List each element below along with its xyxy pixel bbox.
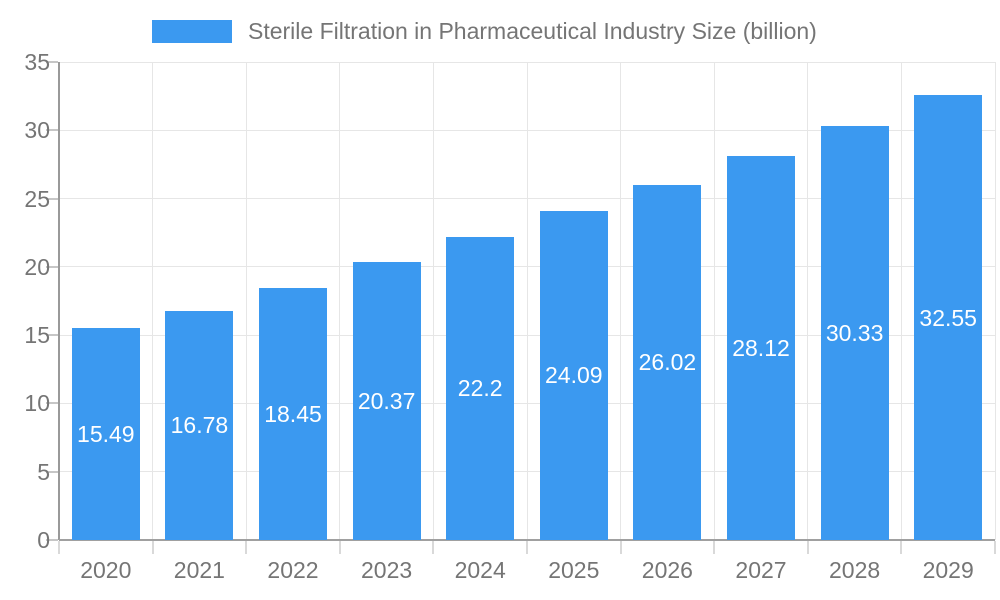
- y-axis-tick: [46, 334, 58, 337]
- x-axis-tick: [151, 541, 154, 554]
- bar-value-label: 26.02: [638, 349, 697, 376]
- x-axis-tick: [806, 541, 809, 554]
- y-axis-tick: [46, 61, 58, 63]
- x-gridline: [807, 62, 809, 540]
- x-axis-tick: [526, 541, 528, 554]
- y-tick-label: 30: [24, 117, 50, 144]
- x-gridline: [152, 62, 154, 540]
- bar-value-label: 16.78: [170, 412, 229, 439]
- x-gridline: [713, 62, 715, 540]
- y-axis-tick: [46, 197, 58, 200]
- x-gridline: [526, 62, 528, 540]
- bar-value-label: 32.55: [919, 304, 977, 331]
- x-tick-label: 2023: [361, 557, 413, 583]
- x-tick-label: 2029: [922, 557, 974, 583]
- bar: [539, 211, 608, 540]
- bar-value-label: 24.09: [545, 362, 603, 389]
- bar: [633, 184, 702, 540]
- y-axis-tick: [46, 402, 58, 405]
- y-axis-tick: [46, 265, 58, 268]
- y-axis-tick: [46, 539, 58, 541]
- bar-value-label: 28.12: [732, 334, 790, 361]
- x-tick-label: 2024: [454, 557, 506, 583]
- x-tick-label: 2020: [80, 557, 132, 583]
- x-axis-tick: [900, 541, 903, 554]
- x-tick-label: 2021: [173, 557, 225, 583]
- bar-value-label: 18.45: [264, 401, 322, 427]
- legend-swatch: [152, 20, 232, 43]
- x-axis-tick: [432, 541, 435, 554]
- y-axis-tick: [46, 129, 58, 132]
- y-axis-tick: [46, 470, 58, 473]
- y-tick-label: 5: [37, 458, 50, 485]
- bar: [914, 95, 983, 540]
- x-tick-label: 2028: [829, 557, 881, 583]
- bar-value-label: 15.49: [77, 421, 135, 448]
- bar-value-label: 22.2: [457, 375, 503, 402]
- x-gridline: [994, 62, 996, 540]
- y-tick-label: 10: [24, 390, 50, 417]
- x-gridline: [900, 62, 902, 540]
- bar-value-label: 30.33: [825, 319, 884, 346]
- x-axis-tick: [619, 541, 622, 554]
- x-tick-label: 2026: [641, 557, 693, 583]
- bar: [165, 310, 234, 540]
- y-tick-label: 25: [24, 185, 50, 212]
- x-gridline: [339, 62, 341, 540]
- bar: [446, 236, 515, 540]
- x-gridline: [245, 62, 247, 540]
- x-axis-tick: [58, 541, 60, 554]
- x-axis-tick: [994, 541, 996, 554]
- x-tick-label: 2025: [548, 557, 600, 583]
- y-axis-line: [58, 62, 60, 540]
- bar: [352, 261, 421, 540]
- plot-area: 15.49 16.78 18.45 20.37 22.2 24.09 26.02 28.12 3…: [46, 61, 996, 554]
- x-axis-tick: [245, 541, 248, 554]
- bar: [820, 125, 889, 540]
- x-tick-label: 2022: [267, 557, 319, 583]
- legend-label: Sterile Filtration in Pharmaceutical Ind…: [248, 18, 817, 44]
- bar: [259, 288, 327, 540]
- x-gridline: [620, 62, 622, 540]
- x-axis-line: [59, 539, 995, 541]
- x-axis-tick: [338, 541, 341, 554]
- y-tick-label: 15: [24, 322, 50, 349]
- x-axis-tick: [713, 541, 716, 554]
- x-gridline: [432, 62, 434, 540]
- y-tick-label: 0: [37, 527, 50, 553]
- bar-value-label: 20.37: [357, 387, 416, 414]
- bar: [71, 328, 140, 540]
- y-tick-label: 20: [24, 253, 50, 280]
- bar: [727, 155, 795, 540]
- x-tick-label: 2027: [735, 557, 787, 583]
- y-tick-label: 35: [24, 49, 50, 75]
